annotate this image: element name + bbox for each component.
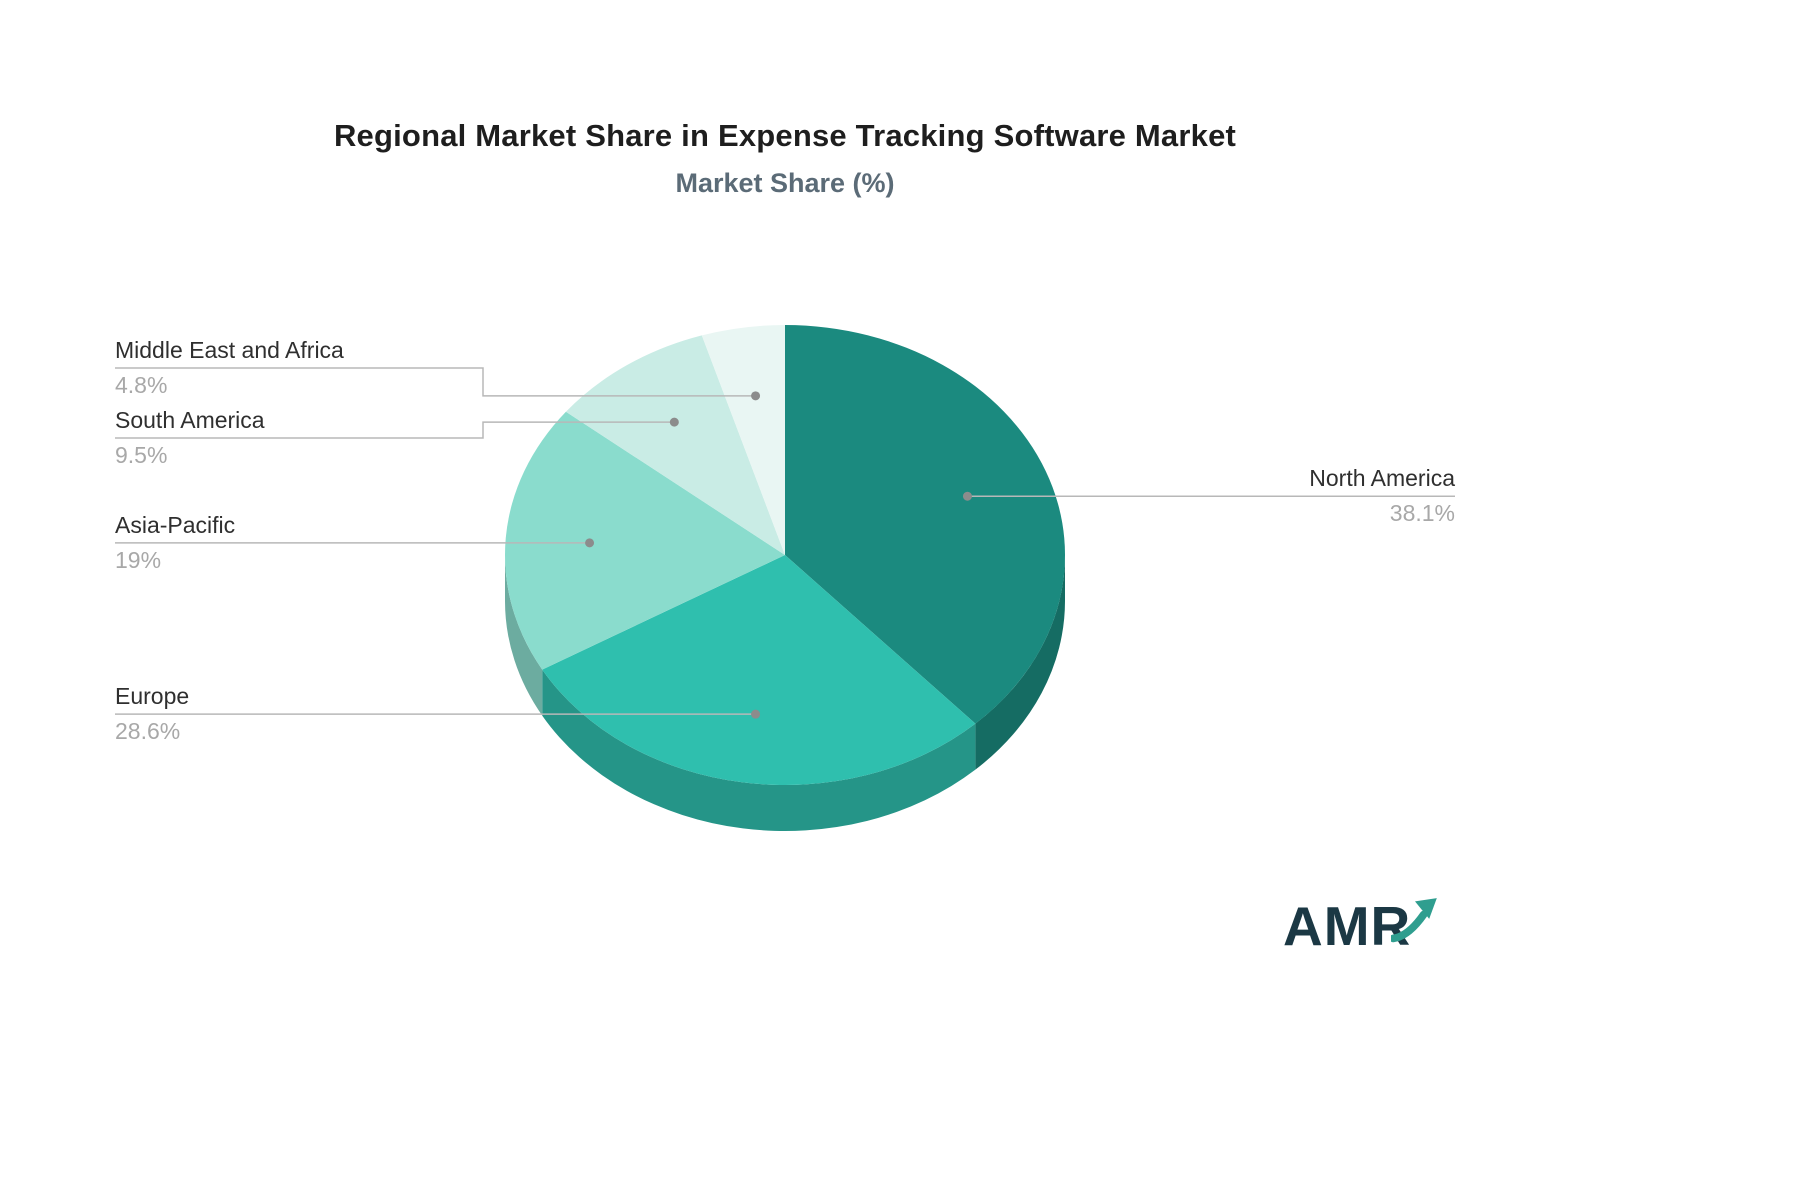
pie-slice-north-america[interactable] — [785, 325, 1066, 724]
pie-slice-side-asia-pacific — [505, 555, 543, 716]
callout-value: 28.6% — [115, 718, 181, 744]
callout-label: Middle East and Africa — [115, 337, 344, 363]
pie-slice-side-europe — [542, 669, 976, 832]
callout-value: 9.5% — [115, 442, 168, 468]
pie-slice-south-america[interactable] — [565, 335, 785, 555]
pie-slice-europe[interactable] — [542, 555, 976, 786]
amr-logo-text: AMR — [1283, 895, 1412, 957]
chart-title: Regional Market Share in Expense Trackin… — [333, 118, 1237, 153]
callout-dot-europe — [751, 709, 761, 719]
callout-dot-asia-pacific — [585, 538, 595, 548]
callout-dot-middle-east-and-africa — [751, 391, 761, 401]
callout-europe: Europe 28.6% — [115, 683, 189, 745]
callout-north-america: North America 38.1% — [1309, 465, 1455, 527]
callout-value: 19% — [115, 547, 162, 573]
callout-value: 38.1% — [1389, 500, 1455, 526]
callout-line-middle-east-and-africa — [115, 367, 756, 397]
callout-label: Asia-Pacific — [115, 512, 236, 538]
amr-logo: AMR — [1283, 894, 1439, 958]
callout-dot-south-america — [669, 417, 679, 427]
logo-arrow-icon — [1391, 898, 1438, 943]
callout-label: South America — [115, 407, 265, 433]
callout-dot-north-america — [962, 491, 972, 501]
chart-subtitle: Market Share (%) — [675, 168, 895, 198]
pie-slice-asia-pacific[interactable] — [505, 411, 785, 670]
callout-label: North America — [1309, 465, 1455, 491]
pie-slice-side-north-america — [975, 555, 1065, 770]
callout-value: 4.8% — [115, 372, 168, 398]
callout-middle-east-and-africa: Middle East and Africa 4.8% — [115, 337, 344, 399]
callout-south-america: South America 9.5% — [115, 407, 265, 469]
callout-asia-pacific: Asia-Pacific 19% — [115, 512, 235, 574]
callout-line-south-america — [115, 421, 675, 439]
pie-slice-middle-east-and-africa[interactable] — [701, 325, 785, 555]
callout-label: Europe — [115, 683, 190, 709]
